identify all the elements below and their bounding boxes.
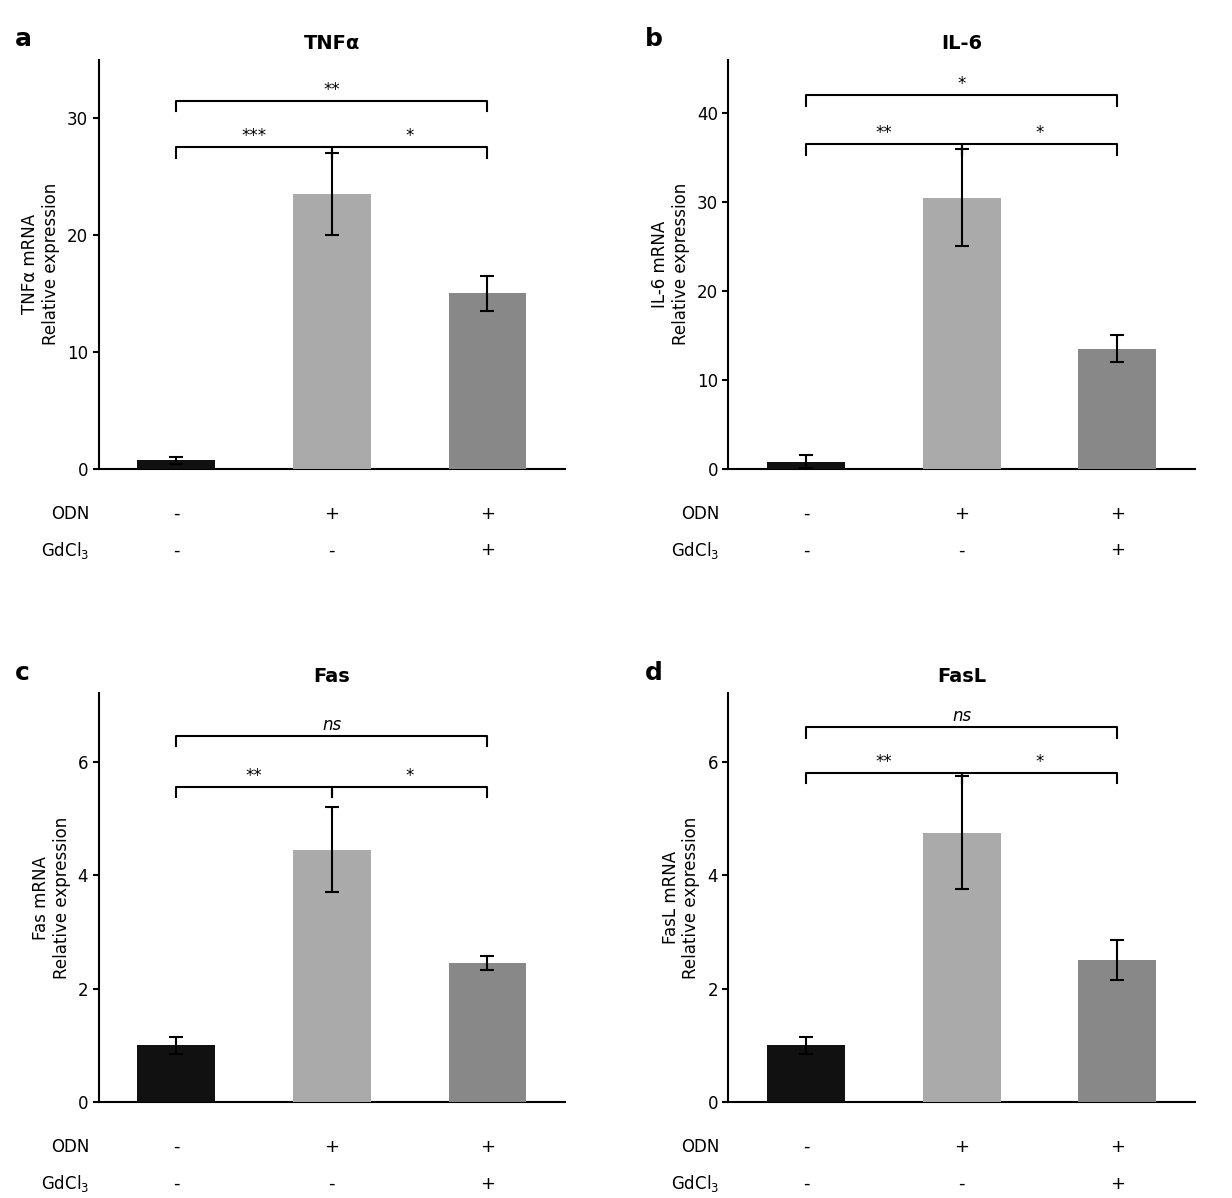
Bar	[293, 849, 371, 1102]
Text: +: +	[480, 541, 495, 559]
Text: **: **	[245, 767, 262, 785]
Text: *: *	[405, 767, 414, 785]
Text: -: -	[803, 504, 809, 522]
Bar	[768, 1046, 845, 1102]
Bar	[448, 294, 526, 468]
Text: d: d	[644, 661, 663, 685]
Text: -: -	[803, 1175, 809, 1193]
Text: -: -	[329, 1175, 335, 1193]
Text: ODN: ODN	[681, 504, 719, 522]
Text: -: -	[329, 541, 335, 559]
Text: *: *	[1035, 752, 1044, 770]
Text: GdCl$_3$: GdCl$_3$	[41, 540, 89, 561]
Text: +: +	[955, 1138, 970, 1156]
Text: +: +	[480, 504, 495, 522]
Text: c: c	[15, 661, 30, 685]
Text: GdCl$_3$: GdCl$_3$	[670, 1173, 719, 1194]
Y-axis label: Fas mRNA
Relative expression: Fas mRNA Relative expression	[32, 817, 70, 979]
Bar	[448, 963, 526, 1102]
Text: +: +	[1110, 1138, 1125, 1156]
Text: -: -	[803, 1138, 809, 1156]
Text: ODN: ODN	[681, 1138, 719, 1156]
Text: b: b	[644, 28, 663, 52]
Text: GdCl$_3$: GdCl$_3$	[41, 1173, 89, 1194]
Text: ns: ns	[952, 708, 971, 726]
Text: **: **	[876, 125, 892, 143]
Text: a: a	[15, 28, 32, 52]
Title: TNFα: TNFα	[303, 34, 360, 53]
Text: -: -	[172, 1175, 180, 1193]
Text: ODN: ODN	[51, 504, 89, 522]
Bar	[1078, 961, 1156, 1102]
Title: IL-6: IL-6	[941, 34, 982, 53]
Y-axis label: IL-6 mRNA
Relative expression: IL-6 mRNA Relative expression	[652, 183, 690, 345]
Text: +: +	[324, 1138, 339, 1156]
Text: *: *	[405, 127, 414, 145]
Text: ***: ***	[241, 127, 266, 145]
Text: +: +	[480, 1138, 495, 1156]
Bar	[768, 461, 845, 468]
Text: -: -	[172, 504, 180, 522]
Bar	[138, 460, 216, 468]
Title: Fas: Fas	[313, 667, 350, 686]
Bar	[923, 198, 1000, 468]
Text: *: *	[1035, 125, 1044, 143]
Text: GdCl$_3$: GdCl$_3$	[670, 540, 719, 561]
Text: -: -	[172, 541, 180, 559]
Text: +: +	[1110, 504, 1125, 522]
Text: ODN: ODN	[51, 1138, 89, 1156]
Text: **: **	[324, 80, 340, 98]
Text: +: +	[955, 504, 970, 522]
Text: +: +	[480, 1175, 495, 1193]
Text: +: +	[1110, 541, 1125, 559]
Bar	[138, 1046, 216, 1102]
Bar	[293, 194, 371, 468]
Text: **: **	[876, 752, 892, 770]
Text: +: +	[1110, 1175, 1125, 1193]
Y-axis label: TNFα mRNA
Relative expression: TNFα mRNA Relative expression	[21, 183, 60, 345]
Bar	[923, 833, 1000, 1102]
Title: FasL: FasL	[938, 667, 987, 686]
Bar	[1078, 349, 1156, 468]
Text: -: -	[958, 541, 965, 559]
Text: ns: ns	[323, 716, 341, 734]
Y-axis label: FasL mRNA
Relative expression: FasL mRNA Relative expression	[662, 817, 701, 979]
Text: *: *	[957, 75, 966, 93]
Text: -: -	[958, 1175, 965, 1193]
Text: -: -	[172, 1138, 180, 1156]
Text: -: -	[803, 541, 809, 559]
Text: +: +	[324, 504, 339, 522]
